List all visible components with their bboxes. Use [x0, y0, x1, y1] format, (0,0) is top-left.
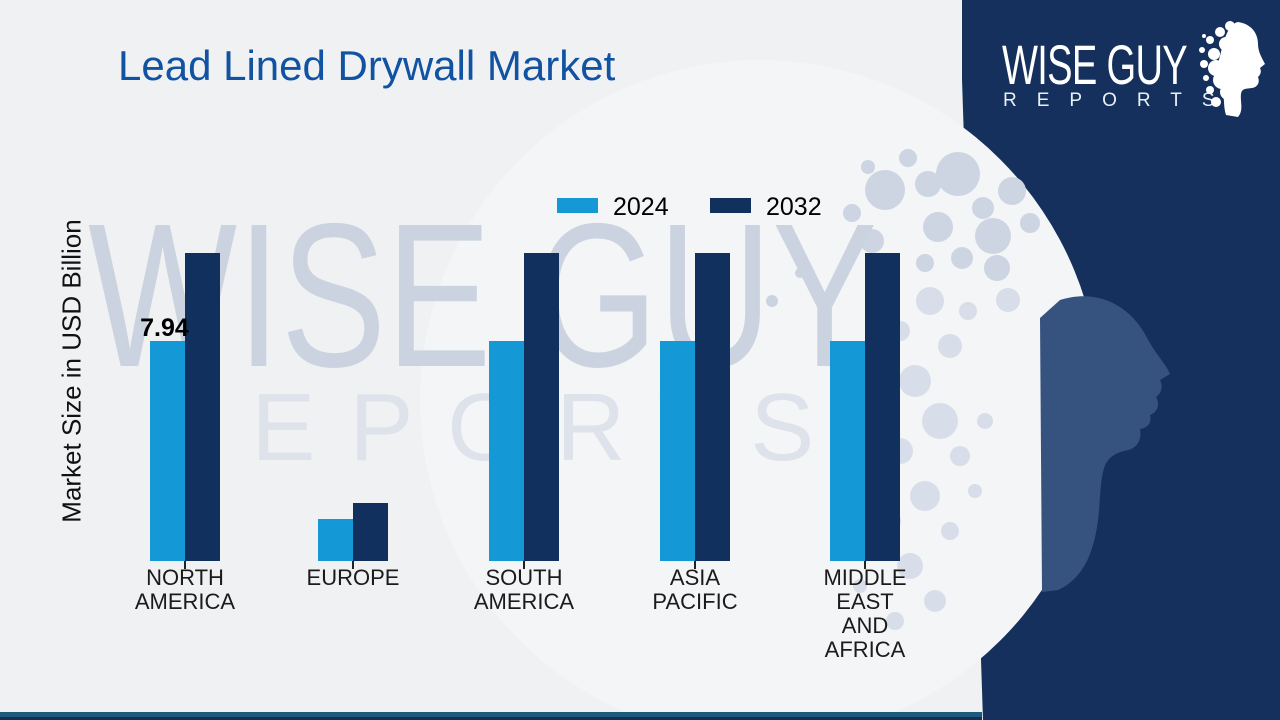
watermark-dot: [977, 413, 993, 429]
watermark-dot: [916, 287, 944, 315]
footer-stripe-teal: [0, 712, 982, 717]
watermark-dot: [916, 254, 934, 272]
legend-swatch-2024: [557, 198, 598, 213]
watermark-dot: [766, 295, 778, 307]
watermark-dot: [865, 170, 905, 210]
watermark-dot: [843, 204, 861, 222]
legend-label-2024: 2024: [613, 193, 669, 221]
bar-2024-south-america: [489, 341, 524, 561]
watermark-dot: [897, 553, 923, 579]
watermark-dot: [922, 403, 958, 439]
watermark-dot: [975, 218, 1011, 254]
footer-stripe-navy: [0, 717, 982, 720]
watermark-dot: [938, 334, 962, 358]
watermark-dot: [861, 160, 875, 174]
y-axis-label: Market Size in USD Billion: [56, 219, 87, 523]
watermark-dot: [968, 484, 982, 498]
watermark-dot: [959, 302, 977, 320]
bar-2024-middle-east-and-africa: [830, 341, 865, 561]
category-label-south-america: SOUTH AMERICA: [473, 565, 575, 614]
watermark-dot: [899, 365, 931, 397]
bar-2032-north-america: [185, 253, 220, 561]
category-label-north-america: NORTH AMERICA: [134, 565, 236, 614]
watermark-dot: [950, 446, 970, 466]
x-tick-middle-east-and-africa: [864, 561, 866, 569]
bar-2024-north-america: [150, 341, 185, 561]
watermark-dot: [910, 481, 940, 511]
watermark-dot: [899, 149, 917, 167]
watermark-dot: [795, 268, 805, 278]
watermark-dot: [886, 612, 904, 630]
watermark-dot: [1020, 213, 1040, 233]
logo-brand-text: WISE GUY: [1002, 33, 1188, 96]
legend-swatch-2032: [710, 198, 751, 213]
watermark-dot: [915, 171, 941, 197]
face-silhouette-icon: [1040, 296, 1170, 592]
category-label-middle-east-and-africa: MIDDLE EAST AND AFRICA: [823, 565, 907, 662]
watermark-dot: [936, 152, 980, 196]
x-tick-asia-pacific: [694, 561, 696, 569]
bar-2032-asia-pacific: [695, 253, 730, 561]
watermark-dot: [860, 229, 884, 253]
logo-dotted-face-icon: [1199, 21, 1265, 117]
bar-2032-middle-east-and-africa: [865, 253, 900, 561]
bar-2024-asia-pacific: [660, 341, 695, 561]
logo-reports-text: REPORTS: [1003, 90, 1235, 111]
watermark-dot: [951, 247, 973, 269]
category-label-asia-pacific: ASIA PACIFIC: [652, 565, 738, 614]
watermark-dot: [996, 288, 1020, 312]
chart-title: Lead Lined Drywall Market: [118, 42, 616, 89]
x-tick-europe: [352, 561, 354, 569]
watermark-dot: [853, 579, 867, 593]
x-tick-south-america: [523, 561, 525, 569]
category-label-europe: EUROPE: [306, 565, 400, 590]
legend-label-2032: 2032: [766, 193, 822, 221]
watermark-dot: [941, 522, 959, 540]
watermark-dot: [998, 177, 1026, 205]
x-tick-north-america: [184, 561, 186, 569]
bar-value-label: 7.94: [140, 314, 189, 342]
watermark-dot: [972, 197, 994, 219]
watermark-dot: [923, 212, 953, 242]
bar-2032-south-america: [524, 253, 559, 561]
bar-2024-europe: [318, 519, 353, 561]
watermark-dot: [924, 590, 946, 612]
watermark-dot: [984, 255, 1010, 281]
bar-2032-europe: [353, 503, 388, 561]
